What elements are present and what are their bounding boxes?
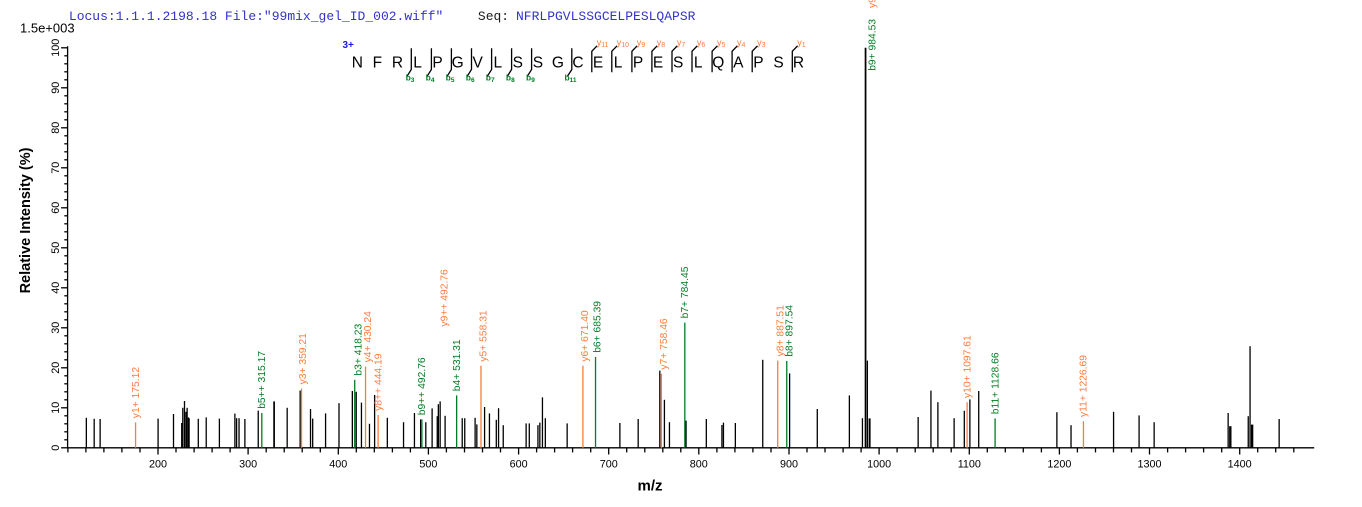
svg-text:R: R	[392, 54, 403, 71]
svg-text:y9+ 984.53: y9+ 984.53	[868, 0, 879, 8]
svg-text:G: G	[552, 54, 564, 71]
svg-text:E: E	[593, 54, 603, 71]
svg-text:y5+ 558.31: y5+ 558.31	[478, 310, 489, 362]
svg-text:1.5e+003: 1.5e+003	[20, 21, 75, 36]
svg-text:y8+ 887.51: y8+ 887.51	[775, 305, 786, 357]
svg-text:b5++ 315.17: b5++ 315.17	[257, 351, 268, 409]
svg-text:y3+ 359.21: y3+ 359.21	[298, 333, 309, 385]
svg-text:10: 10	[50, 402, 62, 414]
svg-text:300: 300	[239, 459, 257, 471]
svg-text:b5: b5	[446, 72, 455, 84]
svg-text:b7+ 784.45: b7+ 784.45	[680, 266, 691, 318]
svg-text:60: 60	[50, 202, 62, 214]
svg-text:y10+ 1097.61: y10+ 1097.61	[962, 335, 973, 398]
svg-text:G: G	[452, 54, 464, 71]
svg-text:y6+ 671.40: y6+ 671.40	[580, 310, 591, 362]
svg-text:b9+ 984.53: b9+ 984.53	[868, 19, 879, 71]
svg-text:70: 70	[50, 162, 62, 174]
svg-text:b4+ 531.31: b4+ 531.31	[452, 339, 463, 391]
svg-text:L: L	[614, 54, 623, 71]
svg-text:900: 900	[780, 459, 798, 471]
svg-text:b6: b6	[466, 72, 475, 84]
svg-text:30: 30	[50, 322, 62, 334]
svg-text:y10: y10	[617, 37, 629, 49]
svg-text:b8: b8	[506, 72, 515, 84]
svg-text:R: R	[793, 54, 804, 71]
svg-text:90: 90	[50, 82, 62, 94]
svg-text:L: L	[493, 54, 502, 71]
svg-text:400: 400	[329, 459, 347, 471]
svg-text:b3+ 418.23: b3+ 418.23	[354, 324, 365, 376]
svg-text:S: S	[773, 54, 783, 71]
svg-text:Seq:: Seq:	[478, 9, 509, 24]
svg-text:50: 50	[50, 242, 62, 254]
svg-text:y11+ 1226.69: y11+ 1226.69	[1079, 355, 1090, 417]
svg-text:40: 40	[50, 282, 62, 294]
svg-text:800: 800	[690, 459, 708, 471]
svg-text:F: F	[373, 54, 382, 71]
svg-text:L: L	[694, 54, 703, 71]
svg-text:NFRLPGVLSSGCELPESLQAPSR: NFRLPGVLSSGCELPESLQAPSR	[516, 9, 696, 24]
svg-text:Relative Intensity (%): Relative Intensity (%)	[18, 147, 34, 293]
svg-text:y4+ 430.24: y4+ 430.24	[363, 311, 374, 363]
svg-text:1400: 1400	[1228, 459, 1252, 471]
svg-text:y8++ 444.19: y8++ 444.19	[373, 353, 384, 411]
svg-text:200: 200	[149, 459, 167, 471]
svg-text:C: C	[572, 54, 583, 71]
svg-text:y3: y3	[757, 37, 766, 49]
svg-text:y5: y5	[717, 37, 726, 49]
svg-text:y7+ 758.46: y7+ 758.46	[659, 318, 670, 370]
svg-text:V: V	[473, 54, 484, 71]
svg-text:P: P	[432, 54, 442, 71]
svg-text:3+: 3+	[343, 40, 355, 51]
svg-text:b7: b7	[486, 72, 495, 84]
svg-text:600: 600	[510, 459, 528, 471]
svg-text:b11: b11	[564, 72, 576, 84]
svg-text:y1: y1	[797, 37, 806, 49]
svg-text:m/z: m/z	[637, 478, 662, 495]
svg-text:b9++ 492.76: b9++ 492.76	[417, 357, 428, 415]
svg-text:y6: y6	[697, 37, 706, 49]
svg-text:1200: 1200	[1047, 459, 1071, 471]
svg-text:y1+ 175.12: y1+ 175.12	[131, 367, 142, 419]
svg-text:500: 500	[419, 459, 437, 471]
svg-text:700: 700	[600, 459, 618, 471]
svg-text:S: S	[533, 54, 543, 71]
svg-text:b11+ 1128.66: b11+ 1128.66	[990, 352, 1001, 414]
svg-text:A: A	[733, 54, 744, 71]
svg-text:80: 80	[50, 122, 62, 134]
svg-text:E: E	[653, 54, 663, 71]
svg-text:b8+ 897.54: b8+ 897.54	[785, 305, 796, 357]
svg-text:1100: 1100	[958, 459, 981, 471]
svg-text:100: 100	[50, 39, 62, 57]
svg-text:N: N	[352, 54, 363, 71]
svg-text:Q: Q	[712, 54, 724, 71]
svg-text:P: P	[753, 54, 763, 71]
svg-text:b6+ 685.39: b6+ 685.39	[593, 301, 604, 353]
svg-text:y4: y4	[737, 37, 746, 49]
svg-text:b3: b3	[406, 72, 415, 84]
svg-text:y8: y8	[657, 37, 666, 49]
svg-text:P: P	[633, 54, 643, 71]
svg-text:S: S	[673, 54, 683, 71]
svg-text:y9: y9	[637, 37, 646, 49]
svg-text:y11: y11	[597, 37, 609, 49]
svg-text:0: 0	[50, 445, 62, 451]
svg-text:S: S	[513, 54, 523, 71]
svg-text:b4: b4	[426, 72, 435, 84]
svg-text:20: 20	[50, 362, 62, 374]
svg-text:1000: 1000	[867, 459, 891, 471]
svg-text:b9: b9	[526, 72, 535, 84]
svg-text:L: L	[413, 54, 422, 71]
svg-text:Locus:1.1.1.2198.18 File:"99mi: Locus:1.1.1.2198.18 File:"99mix_gel_ID_0…	[69, 9, 443, 24]
svg-text:y9++ 492.76: y9++ 492.76	[440, 269, 451, 327]
svg-text:1300: 1300	[1137, 459, 1161, 471]
svg-text:y7: y7	[677, 37, 686, 49]
